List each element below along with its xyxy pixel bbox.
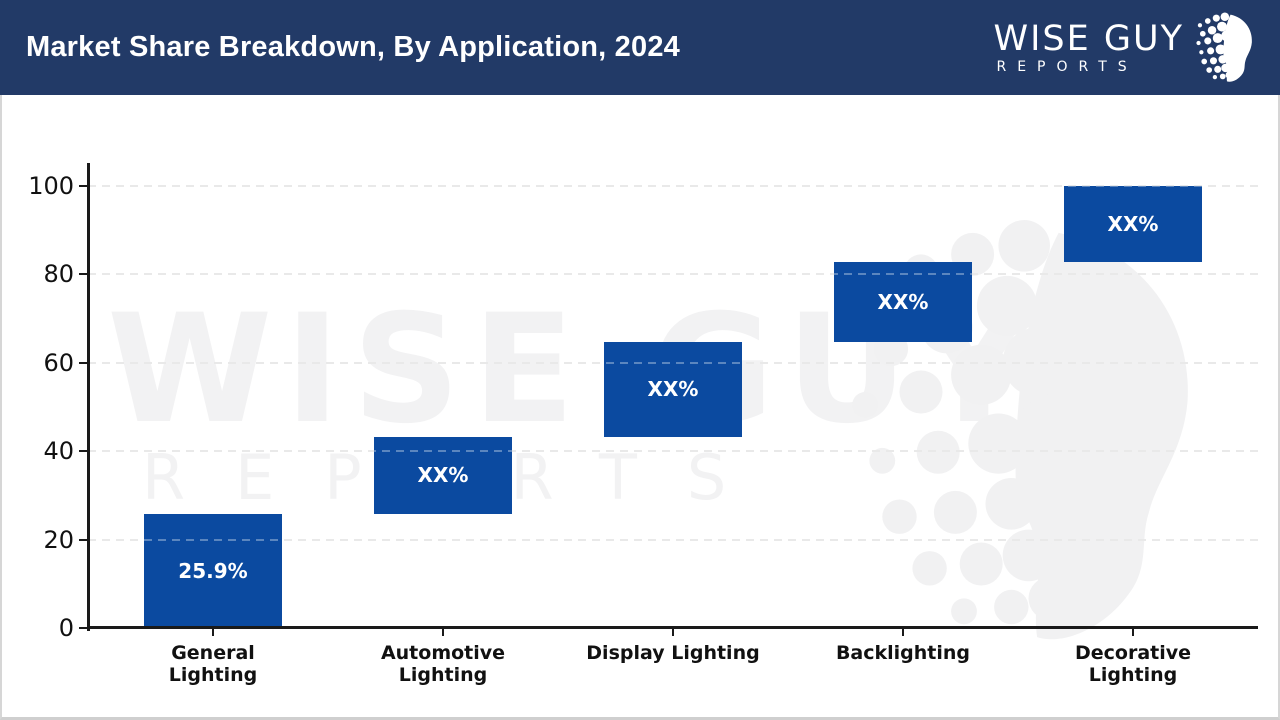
grid-line-overlay-100 [88, 185, 1258, 187]
x-tick-label-backlighting: Backlighting [835, 642, 971, 664]
y-tick-label-40: 40 [43, 437, 74, 466]
bar-decorative-lighting: XX% [1064, 186, 1202, 262]
y-tick-mark-20 [79, 538, 88, 541]
bar-value-label-general-lighting: 25.9% [178, 558, 248, 583]
y-tick-mark-40 [79, 450, 88, 453]
grid-line-overlay-20 [88, 538, 1258, 541]
y-axis-line [87, 163, 90, 631]
logo-subtext: REPORTS [996, 58, 1138, 75]
y-tick-label-100: 100 [28, 172, 74, 200]
y-tick-mark-60 [79, 361, 88, 364]
logo-wordmark: WISE GUY [993, 18, 1184, 59]
bar-value-label-backlighting: XX% [877, 289, 929, 314]
bar-general-lighting: 25.9% [144, 513, 282, 628]
grid-line-overlay-80 [88, 273, 1258, 276]
logo-head-icon [1196, 11, 1252, 82]
grid-line-100 [88, 185, 1258, 187]
grid-line-20 [88, 538, 1258, 541]
grid-line-overlay-60 [88, 361, 1258, 364]
brand-logo: WISE GUY REPORTS [993, 11, 1254, 84]
y-tick-mark-80 [79, 273, 88, 276]
bar-automotive-lighting: XX% [374, 437, 512, 514]
y-tick-label-60: 60 [43, 348, 74, 377]
grid-line-overlay-40 [88, 450, 1258, 453]
x-tick-mark-backlighting [902, 629, 904, 636]
x-tick-label-display-lighting: Display Lighting [586, 642, 760, 664]
grid-line-40 [88, 450, 1258, 453]
x-tick-label-automotive-lighting: Automotive Lighting [380, 642, 506, 686]
y-tick-mark-100 [79, 185, 88, 187]
grid-line-80 [88, 273, 1258, 276]
x-tick-mark-decorative-lighting [1132, 629, 1134, 636]
x-tick-mark-display-lighting [672, 629, 674, 636]
x-tick-mark-general-lighting [212, 629, 214, 636]
x-tick-mark-automotive-lighting [442, 629, 444, 636]
bar-backlighting: XX% [834, 261, 972, 342]
header-bar: Market Share Breakdown, By Application, … [0, 0, 1280, 95]
y-tick-label-20: 20 [43, 525, 74, 554]
y-tick-label-0: 0 [58, 614, 74, 642]
x-axis-line [87, 626, 1258, 629]
bar-value-label-display-lighting: XX% [647, 377, 699, 402]
bar-value-label-automotive-lighting: XX% [417, 463, 469, 488]
page-title: Market Share Breakdown, By Application, … [26, 31, 680, 63]
x-tick-label-general-lighting: General Lighting [168, 642, 258, 686]
chart-canvas: WISE GUY REPORTS 02040608010025.9%Genera… [0, 95, 1280, 720]
x-tick-label-decorative-lighting: Decorative Lighting [1074, 642, 1192, 686]
bar-display-lighting: XX% [604, 341, 742, 438]
y-tick-label-80: 80 [43, 260, 74, 289]
bar-value-label-decorative-lighting: XX% [1107, 211, 1159, 236]
logo-wordmark-block: WISE GUY REPORTS [993, 21, 1184, 75]
y-tick-mark-0 [79, 627, 88, 629]
